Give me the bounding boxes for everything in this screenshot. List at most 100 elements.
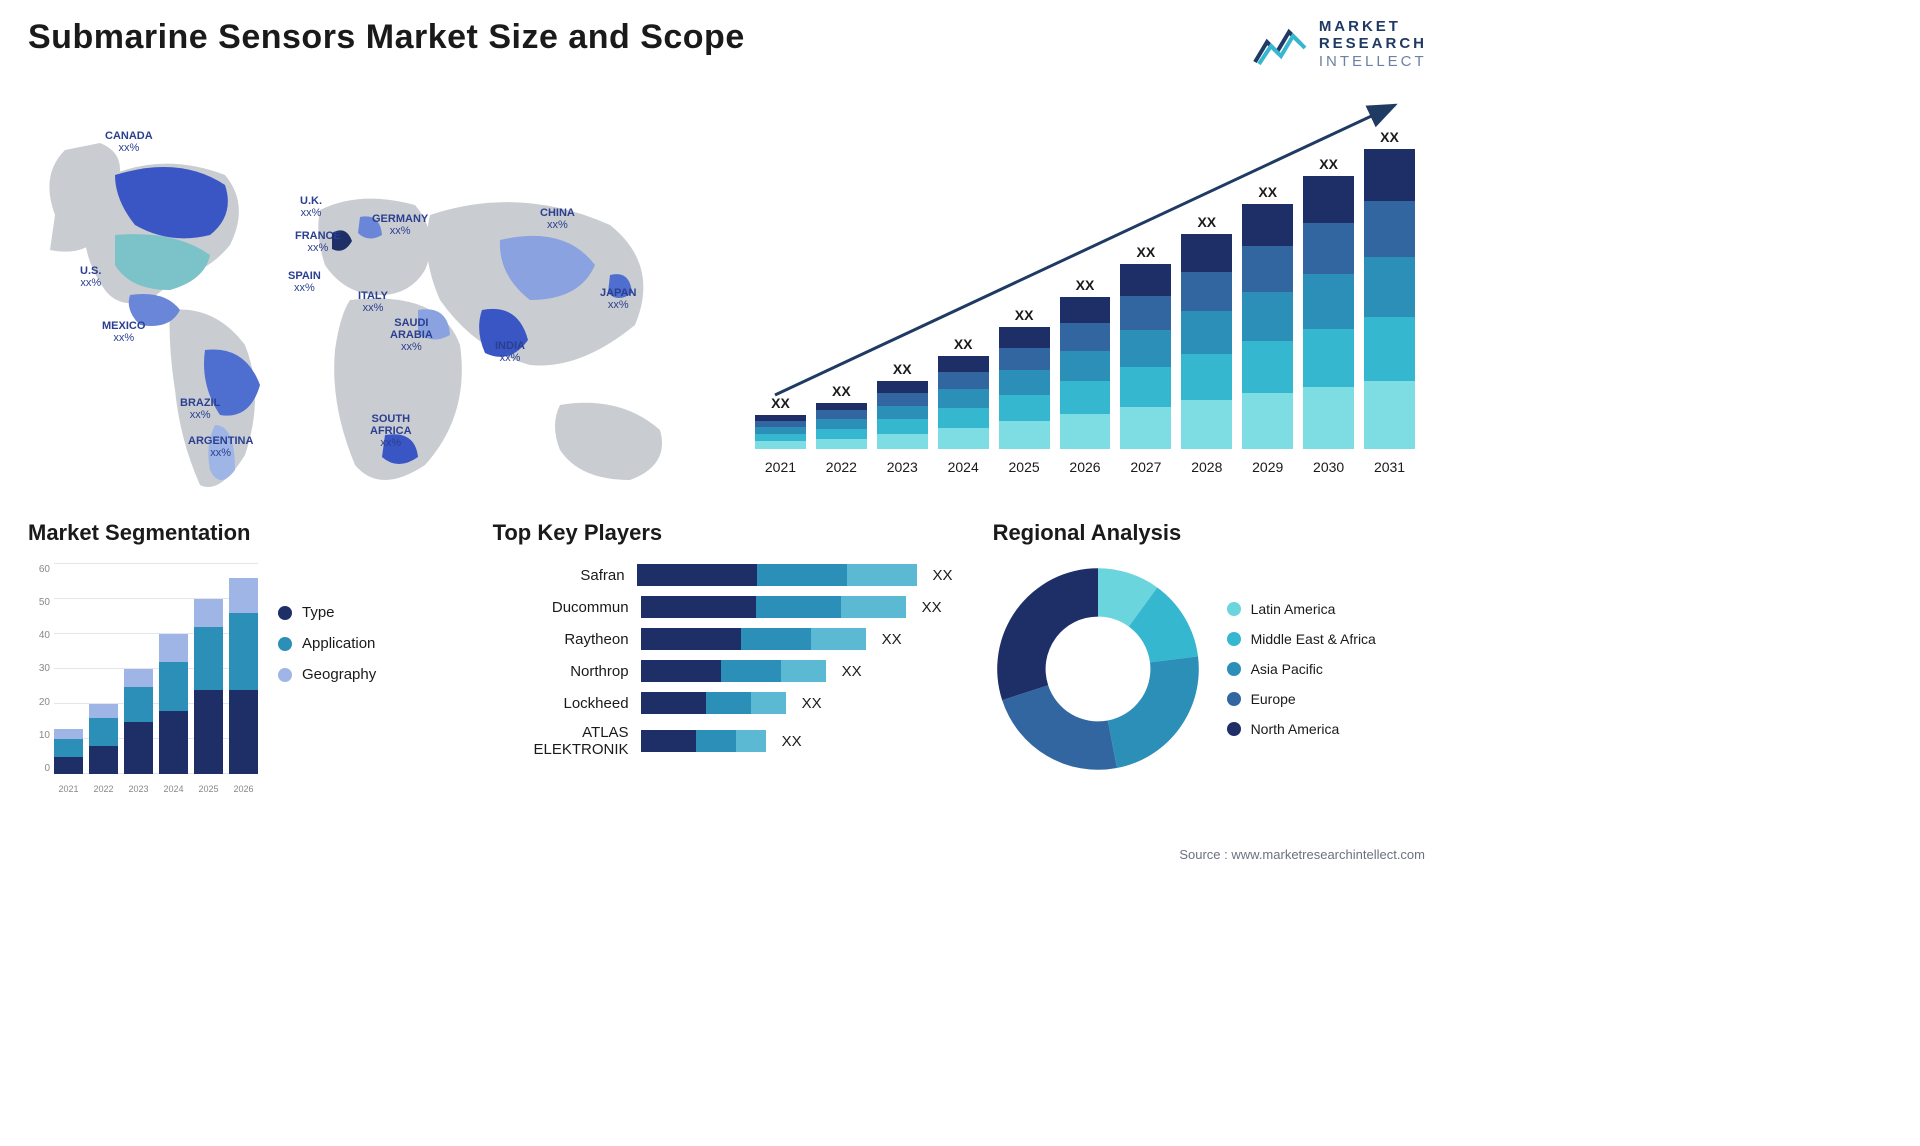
map-label-mexico: MEXICOxx%: [102, 320, 145, 344]
growth-xaxis-label: 2023: [877, 459, 928, 475]
player-name: Lockheed: [493, 695, 633, 712]
growth-bar-2027: XX: [1120, 244, 1171, 449]
growth-bar-value: XX: [1380, 129, 1399, 145]
growth-xaxis-label: 2026: [1060, 459, 1111, 475]
regional-legend-item: North America: [1227, 721, 1376, 737]
growth-bar-2021: XX: [755, 395, 806, 449]
growth-bar-2026: XX: [1060, 277, 1111, 449]
growth-chart: XXXXXXXXXXXXXXXXXXXXXX 20212022202320242…: [755, 95, 1415, 475]
player-row: SafranXX: [493, 564, 953, 586]
growth-xaxis-label: 2021: [755, 459, 806, 475]
player-value: XX: [882, 631, 902, 648]
growth-xaxis-label: 2027: [1120, 459, 1171, 475]
world-map: CANADAxx% U.S.xx% MEXICOxx% BRAZILxx% ARGENT…: [20, 95, 720, 510]
map-label-argentina: ARGENTINAxx%: [188, 435, 253, 459]
player-name: Ducommun: [493, 599, 633, 616]
player-name: Raytheon: [493, 631, 633, 648]
header: Submarine Sensors Market Size and Scope …: [28, 18, 1427, 70]
players-list: SafranXXDucommunXXRaytheonXXNorthropXXLo…: [493, 564, 953, 758]
player-row: Northrop XX: [493, 660, 953, 682]
player-bar: [641, 596, 906, 618]
growth-bar-2029: XX: [1242, 184, 1293, 449]
regional-legend-item: Europe: [1227, 691, 1376, 707]
growth-bar-2028: XX: [1181, 214, 1232, 449]
map-label-u-s-: U.S.xx%: [80, 265, 101, 289]
seg-bar-2026: [229, 578, 258, 774]
player-bar: [637, 564, 917, 586]
growth-xaxis: 2021202220232024202520262027202820292030…: [755, 459, 1415, 475]
player-value: XX: [782, 733, 802, 750]
player-bar: [641, 730, 766, 752]
segmentation-chart: 6050403020100 202120222023202420252026: [28, 564, 258, 794]
logo-text: MARKET RESEARCH INTELLECT: [1319, 18, 1427, 70]
growth-xaxis-label: 2028: [1181, 459, 1232, 475]
source-line: Source : www.marketresearchintellect.com: [1179, 847, 1425, 862]
seg-legend-item: Geography: [278, 666, 376, 683]
logo-line1: MARKET: [1319, 18, 1427, 35]
growth-bar-value: XX: [1076, 277, 1095, 293]
donut-slice-asia-pacific: [1107, 656, 1198, 768]
regional-legend-item: Latin America: [1227, 601, 1376, 617]
growth-bar-2023: XX: [877, 361, 928, 449]
player-row: LockheedXX: [493, 692, 953, 714]
donut-slice-north-america: [997, 568, 1098, 700]
regional-donut: [993, 564, 1203, 774]
map-label-japan: JAPANxx%: [600, 287, 636, 311]
seg-bar-2025: [194, 599, 223, 774]
player-bar: [641, 692, 786, 714]
brand-logo: MARKET RESEARCH INTELLECT: [1253, 18, 1427, 70]
seg-bar-2023: [124, 669, 153, 774]
seg-bar-2021: [54, 729, 83, 775]
player-name: Safran: [493, 567, 629, 584]
player-name: Northrop: [493, 663, 633, 680]
player-bar: [641, 628, 866, 650]
page-title: Submarine Sensors Market Size and Scope: [28, 18, 745, 57]
logo-mark-icon: [1253, 22, 1309, 66]
seg-legend-item: Application: [278, 635, 376, 652]
player-row: ATLAS ELEKTRONIKXX: [493, 724, 953, 758]
donut-slice-europe: [1002, 685, 1117, 770]
growth-bar-2024: XX: [938, 336, 989, 449]
map-label-france: FRANCExx%: [295, 230, 341, 254]
map-label-india: INDIAxx%: [495, 340, 525, 364]
regional-section: Regional Analysis Latin America Middle Ea…: [993, 520, 1427, 794]
growth-xaxis-label: 2031: [1364, 459, 1415, 475]
map-label-canada: CANADAxx%: [105, 130, 153, 154]
growth-bar-value: XX: [1319, 156, 1338, 172]
regional-legend: Latin America Middle East & Africa Asia Pa…: [1227, 601, 1376, 737]
growth-bar-value: XX: [1258, 184, 1277, 200]
growth-bar-2031: XX: [1364, 129, 1415, 449]
regional-legend-item: Middle East & Africa: [1227, 631, 1376, 647]
player-row: Ducommun XX: [493, 596, 953, 618]
seg-legend-item: Type: [278, 604, 376, 621]
map-label-china: CHINAxx%: [540, 207, 575, 231]
map-label-italy: ITALYxx%: [358, 290, 388, 314]
logo-line3: INTELLECT: [1319, 53, 1427, 70]
map-label-brazil: BRAZILxx%: [180, 397, 220, 421]
segmentation-title: Market Segmentation: [28, 520, 453, 546]
seg-bar-2022: [89, 704, 118, 774]
player-row: Raytheon XX: [493, 628, 953, 650]
map-label-saudi-arabia: SAUDIARABIAxx%: [390, 317, 433, 353]
player-value: XX: [922, 599, 942, 616]
map-label-spain: SPAINxx%: [288, 270, 321, 294]
growth-bar-value: XX: [954, 336, 973, 352]
growth-bar-value: XX: [1197, 214, 1216, 230]
growth-xaxis-label: 2022: [816, 459, 867, 475]
segmentation-legend: Type Application Geography: [278, 564, 376, 794]
growth-bar-2030: XX: [1303, 156, 1354, 449]
player-value: XX: [842, 663, 862, 680]
growth-bars: XXXXXXXXXXXXXXXXXXXXXX: [755, 119, 1415, 449]
growth-xaxis-label: 2030: [1303, 459, 1354, 475]
growth-bar-value: XX: [771, 395, 790, 411]
growth-bar-value: XX: [1137, 244, 1156, 260]
players-section: Top Key Players SafranXXDucommunXXRaythe…: [493, 520, 953, 794]
regional-legend-item: Asia Pacific: [1227, 661, 1376, 677]
regional-title: Regional Analysis: [993, 520, 1427, 546]
logo-line2: RESEARCH: [1319, 35, 1427, 52]
map-label-germany: GERMANYxx%: [372, 213, 428, 237]
growth-bar-value: XX: [1015, 307, 1034, 323]
growth-xaxis-label: 2029: [1242, 459, 1293, 475]
growth-bar-value: XX: [893, 361, 912, 377]
segmentation-section: Market Segmentation 6050403020100 202120…: [28, 520, 453, 794]
